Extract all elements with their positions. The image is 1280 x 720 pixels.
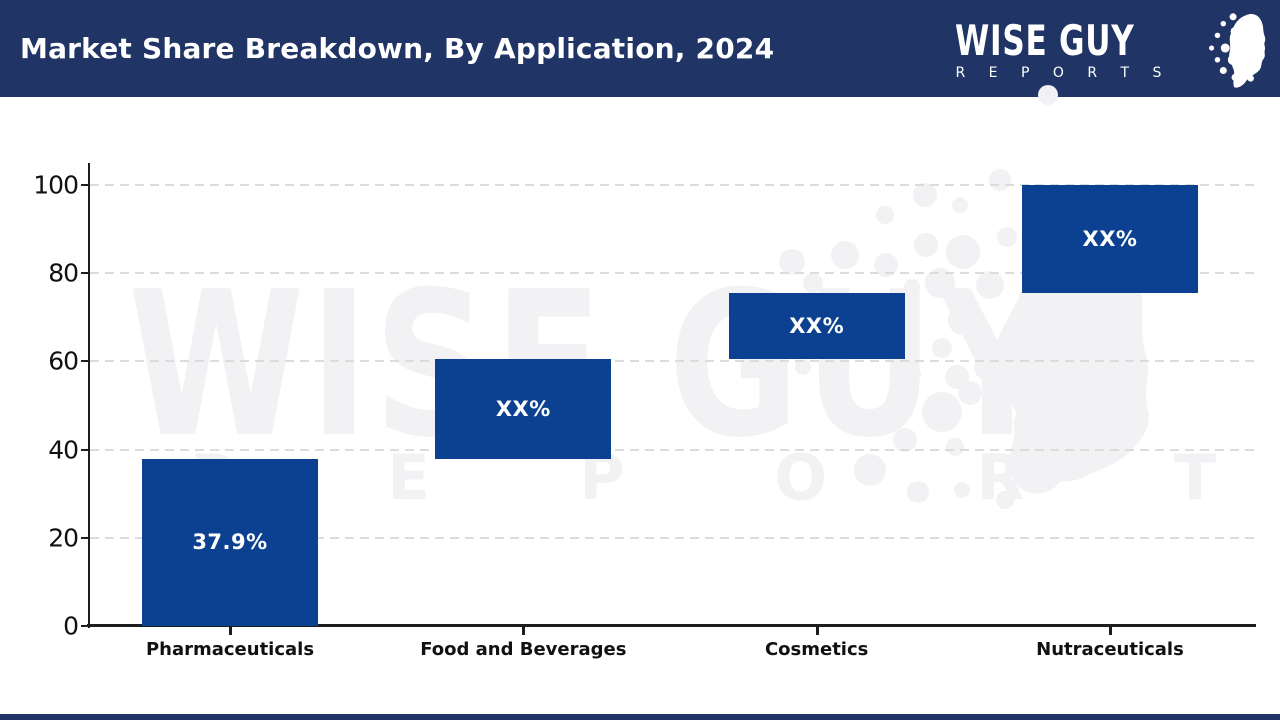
y-tick-label-80: 80 [48,258,79,288]
y-tick-0 [81,625,90,627]
y-tick-80 [81,272,90,275]
x-tick-3 [1108,627,1112,635]
logo-wordmark: WISE GUY [955,15,1135,65]
x-tick-2 [815,627,819,635]
bar-value-label: XX% [789,313,845,338]
bar-value-label: XX% [495,397,551,422]
bar-cosmetics: XX% [728,292,905,360]
y-tick-label-0: 0 [63,611,79,641]
category-label-1: Food and Beverages [420,639,627,660]
bar-pharmaceuticals: 37.9% [142,458,318,626]
page-title: Market Share Breakdown, By Application, … [20,32,775,65]
x-tick-0 [229,627,232,635]
footer-bar [0,714,1280,720]
y-tick-label-40: 40 [48,435,79,465]
y-tick-label-20: 20 [48,523,79,553]
y-tick-40 [81,448,90,451]
y-tick-20 [81,536,90,539]
header: Market Share Breakdown, By Application, … [0,0,1280,97]
y-tick-60 [81,360,90,363]
x-tick-1 [522,627,526,635]
category-label-2: Cosmetics [764,639,869,660]
logo-subtitle: R E P O R T S [955,64,1171,81]
wiseguy-logo: WISE GUY R E P O R T S [955,8,1272,92]
logo-face-icon [1209,13,1266,88]
gridline-y-40 [90,448,1255,451]
gridline-y-100 [90,184,1255,186]
logo-text: WISE GUY R E P O R T S [955,15,1198,81]
y-tick-100 [81,184,90,186]
gridline-y-20 [90,536,1255,539]
bar-value-label: 37.9% [192,530,268,555]
bar-food-and-beverages: XX% [435,359,612,459]
category-label-0: Pharmaceuticals [145,639,315,660]
y-axis-line [88,163,90,628]
x-axis-line [87,624,1256,627]
bar-value-label: XX% [1082,226,1138,251]
category-label-3: Nutraceuticals [1036,639,1184,660]
y-tick-label-60: 60 [48,346,79,376]
y-tick-label-100: 100 [33,170,79,200]
bar-nutraceuticals: XX% [1021,185,1198,293]
gridline-y-80 [90,272,1255,275]
gridline-y-60 [90,360,1255,363]
